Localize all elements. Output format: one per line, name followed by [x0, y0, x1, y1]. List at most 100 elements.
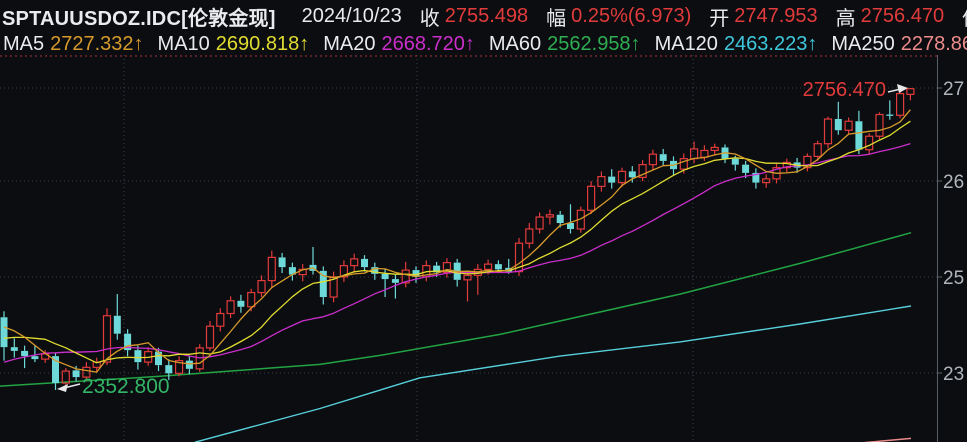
candle-down	[659, 154, 667, 161]
ma5-line	[3, 109, 911, 373]
candle-up	[175, 360, 184, 374]
annotation-arrowhead	[57, 384, 68, 392]
candle-down	[608, 176, 616, 183]
ma120-value: 2463.223↑	[723, 32, 818, 55]
candle-up	[535, 216, 544, 230]
candle-up	[61, 370, 70, 384]
ma20-label: MA20	[323, 32, 376, 55]
low-label: 低	[962, 3, 967, 30]
candle-down	[134, 350, 142, 363]
candle-down	[391, 279, 399, 283]
ma250-label: MA250	[831, 32, 895, 55]
candle-up	[638, 164, 647, 178]
candle-up	[257, 279, 266, 294]
candle-down	[319, 270, 327, 298]
change-value: 0.25%(6.973)	[571, 4, 692, 27]
candle-up	[525, 228, 534, 244]
candle-down	[155, 351, 162, 366]
candle-up	[844, 120, 853, 131]
candle-up	[906, 88, 915, 95]
ma60-value: 2562.958↑	[547, 32, 641, 55]
candle-down	[124, 333, 132, 351]
ma250-value: 2278.86	[900, 32, 967, 55]
candle-up	[813, 143, 822, 158]
candle-down	[628, 171, 636, 178]
candle-down	[113, 315, 121, 334]
y-axis-label: 23	[943, 364, 964, 385]
symbol-title: SPTAUUSDOZ.IDC[伦敦金现]	[2, 7, 276, 30]
price-annotation: 2756.470	[803, 79, 886, 101]
ma-header: MA5 2727.332↑ MA10 2690.818↑ MA20 2668.7…	[0, 31, 967, 57]
candle-up	[82, 366, 91, 378]
candle-down	[185, 360, 193, 369]
candle-up	[895, 92, 905, 116]
open-value: 2747.953	[734, 4, 818, 27]
candle-down	[371, 267, 379, 274]
candle-up	[689, 148, 699, 160]
y-axis-label: 27	[943, 79, 964, 100]
candle-up	[586, 185, 596, 211]
candle-up	[484, 263, 493, 270]
candle-up	[442, 262, 451, 273]
candle-down	[855, 121, 863, 150]
candle-down	[381, 273, 389, 280]
ma10-label: MA10	[157, 32, 210, 55]
candle-down	[72, 370, 80, 378]
candle-down	[21, 350, 29, 357]
candle-up	[762, 178, 771, 184]
candle-up	[195, 347, 204, 370]
candle-down	[10, 347, 18, 351]
ma10-value: 2690.818↑	[215, 32, 310, 55]
candle-down	[31, 356, 39, 360]
candle-down	[731, 158, 739, 165]
candle-down	[52, 356, 59, 384]
ma20-line	[3, 142, 911, 363]
candle-up	[339, 265, 348, 278]
annotation-arrowhead	[897, 84, 908, 93]
candle-up	[803, 155, 812, 169]
ma120-label: MA120	[654, 32, 718, 55]
candle-up	[401, 269, 410, 284]
quote-header: SPTAUUSDOZ.IDC[伦敦金现] 2024/10/23 收 2755.4…	[0, 3, 967, 30]
candle-up	[545, 214, 555, 218]
trade-date: 2024/10/23	[301, 4, 402, 27]
candle-up	[329, 276, 338, 298]
ma10-line	[3, 120, 911, 364]
candle-up	[267, 256, 276, 282]
candle-down	[0, 317, 8, 348]
candle-down	[433, 265, 441, 273]
candle-up	[216, 312, 225, 327]
close-value: 2755.498	[444, 4, 529, 27]
candle-down	[567, 222, 574, 229]
candle-down	[886, 114, 894, 116]
candle-down	[361, 258, 368, 268]
candle-up	[875, 113, 884, 137]
y-axis-label: 25	[943, 268, 964, 289]
price-annotation: 2352.800	[82, 375, 170, 398]
ma60-label: MA60	[488, 32, 542, 55]
ma5-value: 2727.332↑	[50, 32, 144, 55]
candle-down	[237, 300, 245, 307]
candle-up	[823, 118, 833, 145]
candle-up	[710, 146, 719, 152]
candle-down	[834, 119, 842, 131]
ma250-line	[863, 437, 912, 442]
candle-up	[350, 258, 359, 267]
candle-up	[700, 149, 709, 158]
change-label: 幅	[546, 7, 567, 30]
candle-down	[412, 270, 420, 277]
candle-up	[679, 158, 688, 170]
candle-up	[102, 315, 112, 363]
high-value: 2756.470	[860, 4, 945, 27]
candle-down	[165, 365, 173, 374]
open-label: 开	[709, 7, 730, 30]
candle-down	[742, 164, 750, 173]
candle-up	[463, 274, 472, 281]
candle-down	[288, 267, 296, 275]
candle-up	[597, 176, 606, 187]
candle-up	[865, 135, 874, 151]
candle-up	[782, 161, 791, 169]
ma20-value: 2668.720↑	[381, 32, 475, 55]
